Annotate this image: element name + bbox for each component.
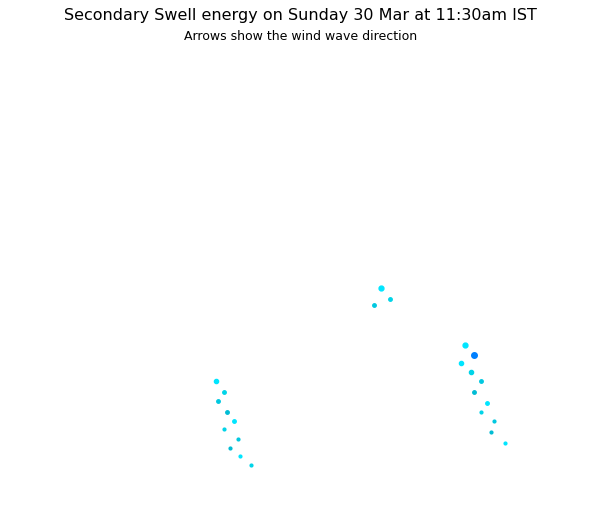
Text: Secondary Swell energy on Sunday 30 Mar at 11:30am IST: Secondary Swell energy on Sunday 30 Mar … bbox=[64, 8, 537, 23]
Text: Arrows show the wind wave direction: Arrows show the wind wave direction bbox=[184, 30, 417, 42]
